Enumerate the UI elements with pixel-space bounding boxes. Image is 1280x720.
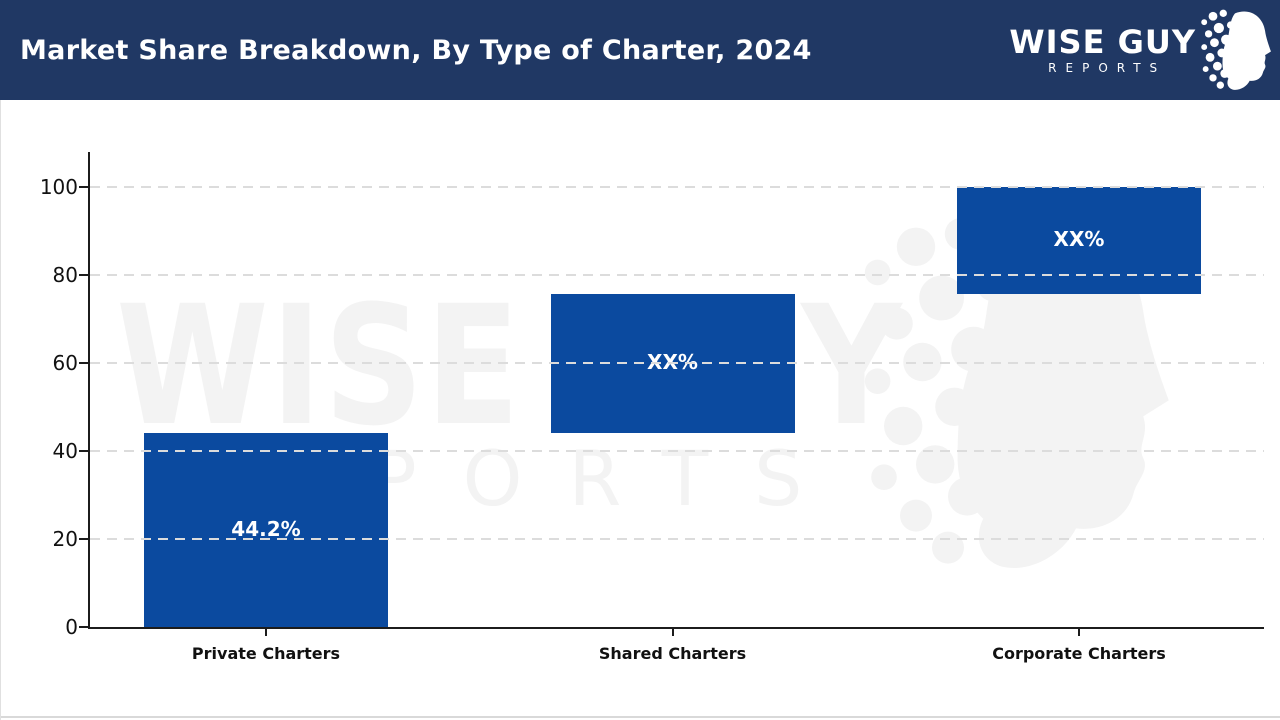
wiseguy-head-icon (1201, 9, 1271, 90)
chart-area: 0 20 40 60 80 100 44.2% XX% XX% Private Charters S… (0, 100, 1280, 720)
gridline-40 (90, 450, 1264, 453)
y-tick-label-20: 20 (52, 527, 78, 552)
logo-wiseguy-label: WISE GUY (1009, 22, 1196, 61)
plot-region: 0 20 40 60 80 100 44.2% XX% XX% Private Charters S… (40, 152, 1264, 663)
gridline-60 (90, 362, 1264, 365)
x-category-label-shared-charters: Shared Charters (598, 644, 747, 663)
y-tick-label-80: 80 (52, 263, 78, 288)
x-tick-mark-shared-charters (671, 629, 674, 636)
gridline-20 (90, 538, 1264, 541)
x-category-label-corporate-charters: Corporate Charters (992, 644, 1166, 663)
bar-value-label-corporate-charters: XX% (1053, 227, 1105, 252)
bottom-border-line (0, 716, 1280, 718)
gridline-100 (90, 186, 1264, 189)
y-tick-label-60: 60 (52, 351, 78, 376)
bar-private-charters: 44.2% (144, 432, 388, 627)
y-tick-mark-80 (79, 274, 88, 277)
y-tick-mark-0 (79, 626, 88, 628)
y-tick-mark-20 (79, 538, 88, 541)
y-tick-label-100: 100 (39, 175, 78, 200)
x-tick-mark-private-charters (265, 629, 267, 636)
y-tick-mark-100 (79, 186, 88, 189)
y-tick-label-0: 0 (65, 615, 78, 639)
logo-reports-label: REPORTS (1048, 61, 1167, 76)
x-tick-mark-corporate-charters (1078, 629, 1080, 636)
gridline-80 (90, 274, 1264, 277)
header-bar: Market Share Breakdown, By Type of Chart… (0, 0, 1280, 100)
wiseguy-logo-text: WISE GUY REPORTS (1009, 22, 1196, 76)
bar-value-label-private-charters: 44.2% (231, 516, 301, 541)
y-tick-mark-40 (79, 450, 88, 453)
y-tick-mark-60 (79, 362, 88, 365)
bar-value-label-shared-charters: XX% (647, 349, 698, 374)
left-border-line (0, 100, 1, 720)
x-category-label-private-charters: Private Charters (191, 644, 341, 663)
y-tick-label-40: 40 (52, 439, 78, 464)
page-title: Market Share Breakdown, By Type of Chart… (20, 34, 812, 66)
wiseguy-logo: WISE GUY REPORTS (1009, 4, 1272, 96)
bar-corporate-charters: XX% (957, 187, 1201, 294)
